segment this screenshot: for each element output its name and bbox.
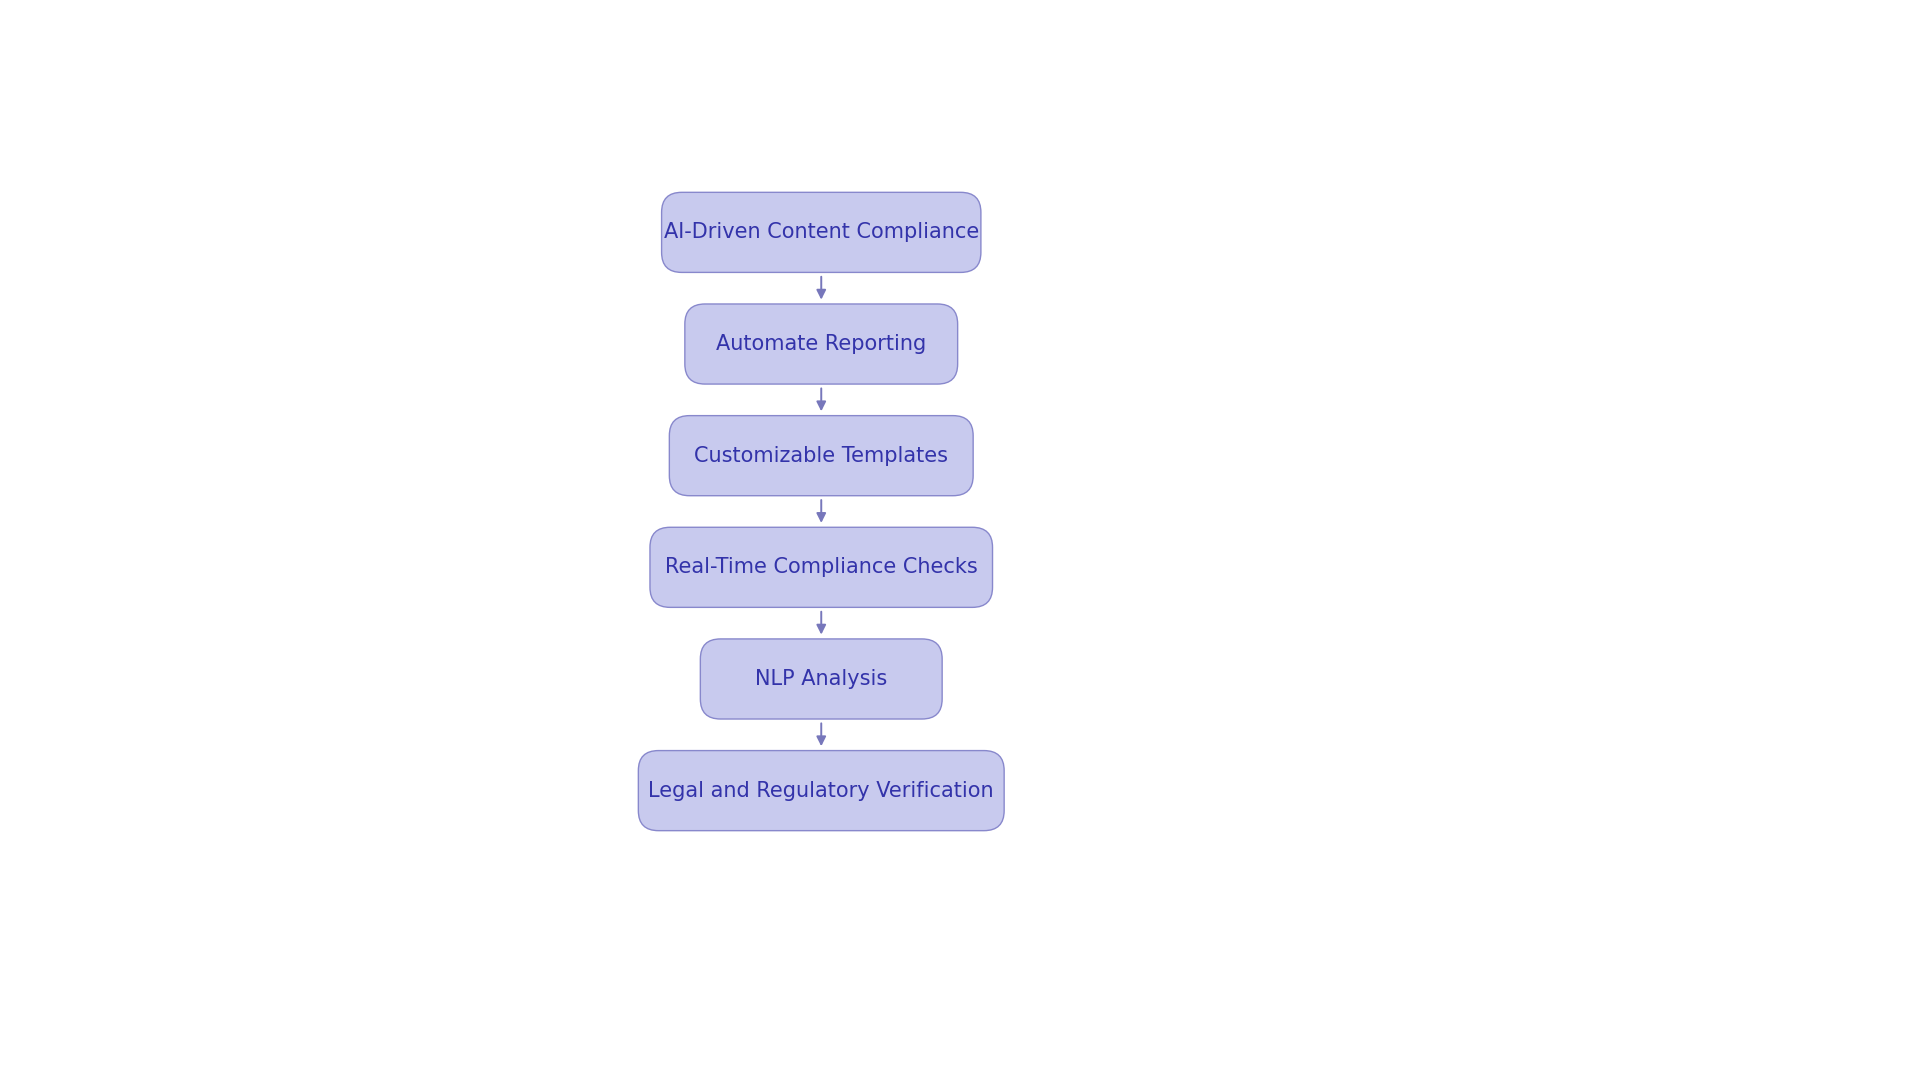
- FancyBboxPatch shape: [670, 416, 973, 496]
- Text: NLP Analysis: NLP Analysis: [755, 669, 887, 689]
- FancyBboxPatch shape: [651, 527, 993, 608]
- Text: Legal and Regulatory Verification: Legal and Regulatory Verification: [649, 781, 995, 800]
- FancyBboxPatch shape: [637, 751, 1004, 831]
- Text: Automate Reporting: Automate Reporting: [716, 334, 925, 354]
- FancyBboxPatch shape: [662, 193, 981, 273]
- Text: Customizable Templates: Customizable Templates: [695, 446, 948, 466]
- Text: Real-Time Compliance Checks: Real-Time Compliance Checks: [664, 558, 977, 577]
- FancyBboxPatch shape: [685, 304, 958, 384]
- FancyBboxPatch shape: [701, 639, 943, 719]
- Text: AI-Driven Content Compliance: AI-Driven Content Compliance: [664, 222, 979, 243]
